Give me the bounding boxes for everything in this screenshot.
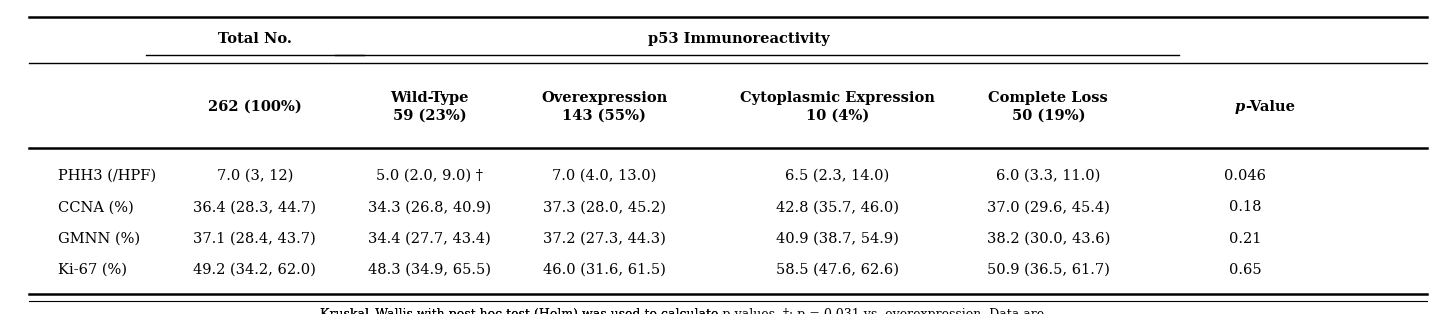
Text: 0.18: 0.18	[1229, 200, 1261, 214]
Text: 50.9 (36.5, 61.7): 50.9 (36.5, 61.7)	[987, 263, 1109, 277]
Text: 6.0 (3.3, 11.0): 6.0 (3.3, 11.0)	[996, 169, 1101, 183]
Text: 38.2 (30.0, 43.6): 38.2 (30.0, 43.6)	[987, 232, 1109, 246]
Text: -Value: -Value	[1245, 100, 1294, 114]
Text: 0.65: 0.65	[1229, 263, 1261, 277]
Text: PHH3 (/HPF): PHH3 (/HPF)	[58, 169, 156, 183]
Text: 0.046: 0.046	[1224, 169, 1265, 183]
Text: 7.0 (4.0, 13.0): 7.0 (4.0, 13.0)	[552, 169, 657, 183]
Text: Ki-67 (%): Ki-67 (%)	[58, 263, 127, 277]
Text: GMNN (%): GMNN (%)	[58, 232, 140, 246]
Text: 37.3 (28.0, 45.2): 37.3 (28.0, 45.2)	[543, 200, 665, 214]
Text: 42.8 (35.7, 46.0): 42.8 (35.7, 46.0)	[776, 200, 898, 214]
Text: 36.4 (28.3, 44.7): 36.4 (28.3, 44.7)	[194, 200, 316, 214]
Text: Complete Loss
50 (19%): Complete Loss 50 (19%)	[989, 91, 1108, 122]
Text: 5.0 (2.0, 9.0) †: 5.0 (2.0, 9.0) †	[376, 169, 483, 183]
Text: 40.9 (38.7, 54.9): 40.9 (38.7, 54.9)	[776, 232, 898, 246]
Text: Wild-Type
59 (23%): Wild-Type 59 (23%)	[390, 91, 469, 122]
Text: 262 (100%): 262 (100%)	[208, 100, 301, 114]
Text: 37.1 (28.4, 43.7): 37.1 (28.4, 43.7)	[194, 232, 316, 246]
Text: p: p	[1235, 100, 1245, 114]
Text: 37.2 (27.3, 44.3): 37.2 (27.3, 44.3)	[543, 232, 665, 246]
Text: 0.21: 0.21	[1229, 232, 1261, 246]
Text: Cytoplasmic Expression
10 (4%): Cytoplasmic Expression 10 (4%)	[740, 91, 935, 122]
Text: 7.0 (3, 12): 7.0 (3, 12)	[217, 169, 293, 183]
Text: 46.0 (31.6, 61.5): 46.0 (31.6, 61.5)	[543, 263, 665, 277]
Text: 34.3 (26.8, 40.9): 34.3 (26.8, 40.9)	[368, 200, 491, 214]
Text: 6.5 (2.3, 14.0): 6.5 (2.3, 14.0)	[785, 169, 890, 183]
Text: Overexpression
143 (55%): Overexpression 143 (55%)	[542, 91, 667, 122]
Text: p53 Immunoreactivity: p53 Immunoreactivity	[648, 32, 830, 46]
Text: Kruskal–Wallis with post hoc test (Holm) was used to calculate p-values. †: p = : Kruskal–Wallis with post hoc test (Holm)…	[320, 308, 1044, 314]
Text: CCNA (%): CCNA (%)	[58, 200, 134, 214]
Text: Total No.: Total No.	[218, 32, 291, 46]
Text: 48.3 (34.9, 65.5): 48.3 (34.9, 65.5)	[368, 263, 491, 277]
Text: Kruskal–Wallis with post hoc test (Holm) was used to calculate: Kruskal–Wallis with post hoc test (Holm)…	[320, 308, 722, 314]
Text: 37.0 (29.6, 45.4): 37.0 (29.6, 45.4)	[987, 200, 1109, 214]
Text: 34.4 (27.7, 43.4): 34.4 (27.7, 43.4)	[368, 232, 491, 246]
Text: 49.2 (34.2, 62.0): 49.2 (34.2, 62.0)	[194, 263, 316, 277]
Text: Kruskal–Wallis with post hoc test (Holm) was used to calculate †: † = 0.031 vs. : Kruskal–Wallis with post hoc test (Holm)…	[320, 308, 981, 314]
Text: 58.5 (47.6, 62.6): 58.5 (47.6, 62.6)	[776, 263, 898, 277]
